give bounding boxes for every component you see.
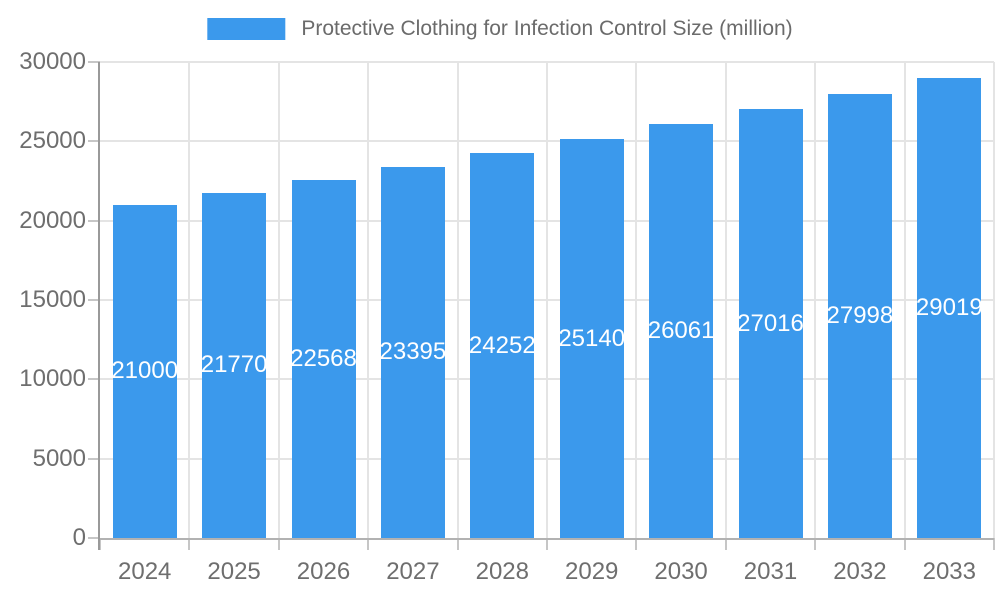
- y-axis-label: 30000: [19, 48, 86, 75]
- x-axis-label: 2028: [475, 558, 529, 585]
- y-axis-label: 15000: [19, 286, 86, 313]
- x-axis-tick: [814, 538, 817, 550]
- x-axis-label: 2031: [743, 558, 798, 585]
- x-axis-label: 2032: [833, 558, 887, 585]
- x-axis-tick: [635, 538, 638, 550]
- x-axis-tick: [277, 538, 280, 550]
- x-axis-label: 2030: [654, 558, 708, 585]
- y-axis-tick: [88, 537, 100, 539]
- bar-2024[interactable]: [112, 204, 177, 538]
- bar-2031[interactable]: [738, 109, 803, 538]
- y-axis-label: 25000: [19, 127, 86, 155]
- y-axis-label: 5000: [32, 444, 86, 472]
- x-axis-tick: [546, 538, 548, 550]
- x-gridline: [903, 62, 906, 538]
- bar-2026[interactable]: [291, 179, 356, 538]
- y-axis-line: [98, 62, 100, 550]
- y-axis-tick: [88, 140, 100, 143]
- y-axis-label: 20000: [19, 206, 86, 234]
- legend-label[interactable]: Protective Clothing for Infection Contro…: [301, 17, 793, 40]
- x-axis-label: 2025: [207, 558, 261, 585]
- x-gridline: [277, 62, 280, 538]
- x-gridline: [188, 62, 191, 538]
- x-axis-label: 2033: [922, 558, 976, 585]
- chart-legend[interactable]: Protective Clothing for Infection Contro…: [207, 17, 793, 41]
- y-axis-label: 10000: [19, 365, 86, 393]
- bar-2028[interactable]: [470, 153, 535, 538]
- bar-2033[interactable]: [917, 77, 982, 538]
- bar-2030[interactable]: [649, 124, 714, 538]
- x-gridline: [635, 62, 638, 538]
- x-axis-tick: [456, 538, 459, 550]
- x-axis-line: [100, 538, 994, 540]
- x-axis-tick: [367, 538, 370, 550]
- y-axis-tick: [88, 219, 100, 222]
- y-axis-tick: [88, 457, 100, 460]
- x-axis-tick: [99, 538, 101, 550]
- y-axis-label: 0: [72, 524, 86, 551]
- x-axis-tick: [724, 538, 727, 550]
- legend-swatch-icon[interactable]: [207, 18, 286, 40]
- x-axis-tick: [188, 538, 191, 550]
- x-gridline: [814, 62, 817, 538]
- bar-2032[interactable]: [827, 93, 892, 538]
- x-axis-label: 2026: [296, 558, 351, 585]
- y-axis-tick: [88, 299, 100, 301]
- x-axis-tick: [903, 538, 906, 550]
- x-gridline: [456, 62, 459, 538]
- x-gridline: [546, 62, 548, 538]
- x-gridline: [367, 62, 370, 538]
- x-axis-tick: [993, 538, 995, 550]
- x-axis-label: 2029: [565, 558, 619, 585]
- bar-2029[interactable]: [559, 139, 624, 538]
- y-axis-tick: [88, 378, 100, 381]
- y-axis-tick: [88, 61, 100, 63]
- x-axis-label: 2024: [118, 558, 172, 585]
- x-gridline: [993, 62, 995, 538]
- x-axis-label: 2027: [386, 558, 440, 585]
- bar-2027[interactable]: [380, 166, 445, 538]
- bar-2025[interactable]: [202, 192, 267, 538]
- x-gridline: [724, 62, 727, 538]
